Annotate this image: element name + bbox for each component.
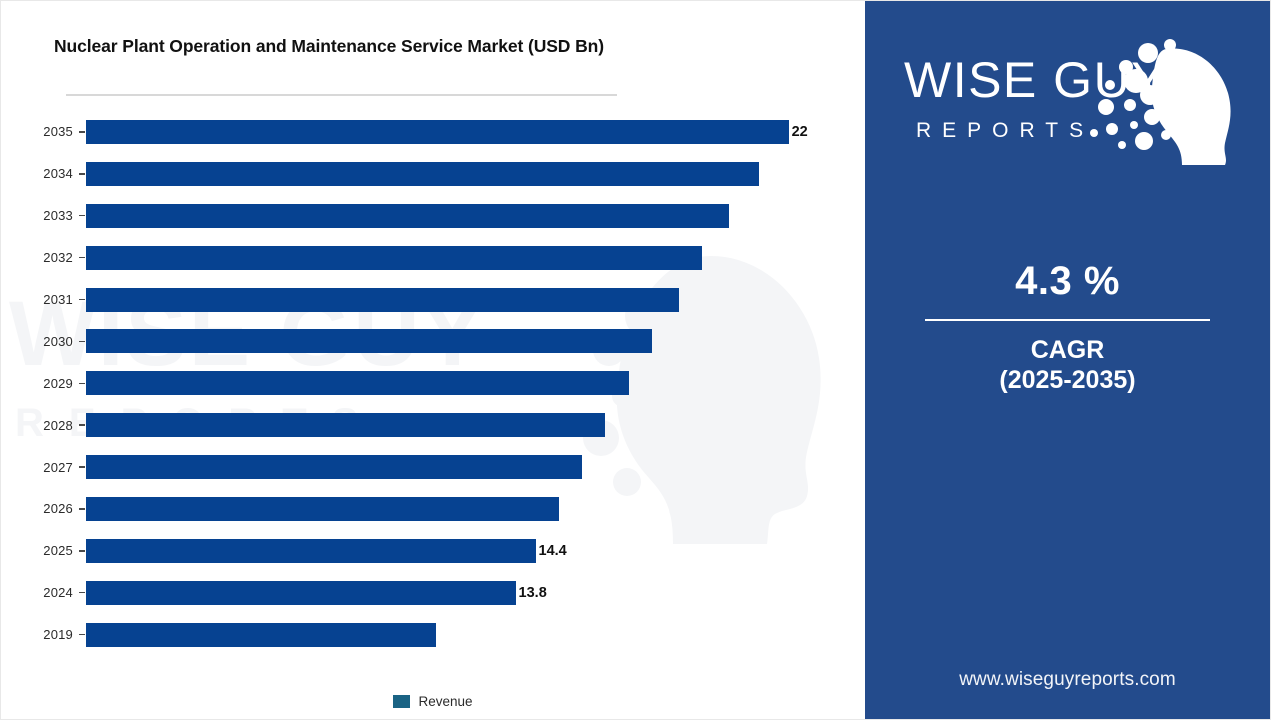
bar-revenue-2029 xyxy=(86,371,629,396)
y-axis-tick-label: 2025 xyxy=(43,543,73,559)
y-axis-tick-mark xyxy=(79,173,85,175)
bar-row: 2029 xyxy=(1,362,865,404)
chart-panel: WISE GUY REPORTS Nuclear Plant Operation… xyxy=(1,1,865,719)
cagr-caption: CAGR xyxy=(1030,336,1105,364)
bar-row: 2032 xyxy=(1,237,865,279)
bar-row: 2024 13.8 xyxy=(1,572,865,614)
bar-revenue-2027 xyxy=(86,455,583,480)
bar-row: 2033 xyxy=(1,195,865,237)
y-axis-tick-label: 2030 xyxy=(43,333,73,349)
y-axis-tick-label: 2026 xyxy=(43,501,73,517)
y-axis-tick-mark xyxy=(79,424,85,426)
y-axis-tick-mark xyxy=(79,633,85,636)
bar-row: 2028 xyxy=(1,404,865,446)
logo-head-dots xyxy=(1089,39,1231,165)
bar-row: 2027 xyxy=(1,446,865,488)
bar-revenue-2034 xyxy=(86,161,759,186)
y-axis-tick-mark xyxy=(79,550,85,552)
title-divider xyxy=(66,94,617,96)
logo-secondary-text: REPORTS xyxy=(916,119,1094,142)
logo-primary-text: WISE GUY xyxy=(904,52,1166,108)
y-axis-tick-label: 2028 xyxy=(43,417,73,433)
wiseguy-logo: WISE GUY REPORTS xyxy=(865,37,1270,169)
y-axis-tick-mark xyxy=(79,215,85,217)
y-axis-tick-mark xyxy=(79,298,85,301)
chart-title-wrap: Nuclear Plant Operation and Maintenance … xyxy=(54,35,794,58)
bar-value-label-2025: 14.4 xyxy=(538,542,567,559)
bar-revenue-2033 xyxy=(86,203,729,228)
bar-revenue-2019 xyxy=(86,622,436,647)
brand-panel: WISE GUY REPORTS 4.3 % CAGR xyxy=(865,1,1270,719)
y-axis-tick-label: 2035 xyxy=(43,124,73,140)
chart-legend: Revenue xyxy=(1,694,865,709)
y-axis-tick-label: 2031 xyxy=(43,292,73,307)
plot-area: 2035 22 2034 2033 2032 2031 2030 2029 2028 2027 20… xyxy=(1,111,865,656)
cagr-block: 4.3 % CAGR (2025-2035) xyxy=(865,259,1270,395)
bar-revenue-2024 xyxy=(86,580,516,605)
y-axis-tick-label: 2034 xyxy=(43,166,73,182)
bar-revenue-2030 xyxy=(86,329,653,354)
bar-revenue-2026 xyxy=(86,496,559,521)
y-axis-tick-mark xyxy=(79,466,85,468)
y-axis-tick-label: 2024 xyxy=(43,585,73,601)
bar-row: 2034 xyxy=(1,153,865,195)
y-axis-tick-label: 2032 xyxy=(43,250,73,266)
y-axis-tick-label: 2027 xyxy=(43,459,73,475)
y-axis-tick-label: 2019 xyxy=(43,627,73,643)
bar-revenue-2035 xyxy=(86,119,789,144)
y-axis-tick-mark xyxy=(79,256,85,259)
bar-value-label-2024: 13.8 xyxy=(518,584,547,601)
bar-row: 2026 xyxy=(1,488,865,530)
y-axis-tick-mark xyxy=(79,340,85,343)
cagr-period: (2025-2035) xyxy=(999,365,1136,394)
y-axis-tick-label: 2033 xyxy=(43,208,73,224)
y-axis-tick-mark xyxy=(79,508,85,510)
cagr-value: 4.3 % xyxy=(1015,259,1120,303)
cagr-divider xyxy=(925,319,1210,321)
bar-value-label-2035: 22 xyxy=(791,123,808,140)
y-axis-tick-label: 2029 xyxy=(43,375,73,391)
chart-title: Nuclear Plant Operation and Maintenance … xyxy=(54,36,604,56)
brand-website-url: www.wiseguyreports.com xyxy=(959,669,1176,690)
y-axis-tick-mark xyxy=(79,131,85,133)
bar-revenue-2025 xyxy=(86,538,536,563)
bar-row: 2019 xyxy=(1,614,865,656)
wiseguy-logo-icon: WISE GUY REPORTS xyxy=(904,39,1231,165)
legend-label-revenue: Revenue xyxy=(418,694,473,709)
y-axis-tick-mark xyxy=(79,382,85,384)
bar-revenue-2028 xyxy=(86,413,606,438)
y-axis-tick-mark xyxy=(79,592,85,594)
bar-row: 2030 xyxy=(1,320,865,362)
bar-row: 2035 22 xyxy=(1,111,865,153)
bar-revenue-2032 xyxy=(86,245,703,270)
bar-revenue-2031 xyxy=(86,287,679,312)
legend-swatch-revenue xyxy=(393,695,411,708)
bar-row: 2031 xyxy=(1,279,865,321)
bar-row: 2025 14.4 xyxy=(1,530,865,572)
